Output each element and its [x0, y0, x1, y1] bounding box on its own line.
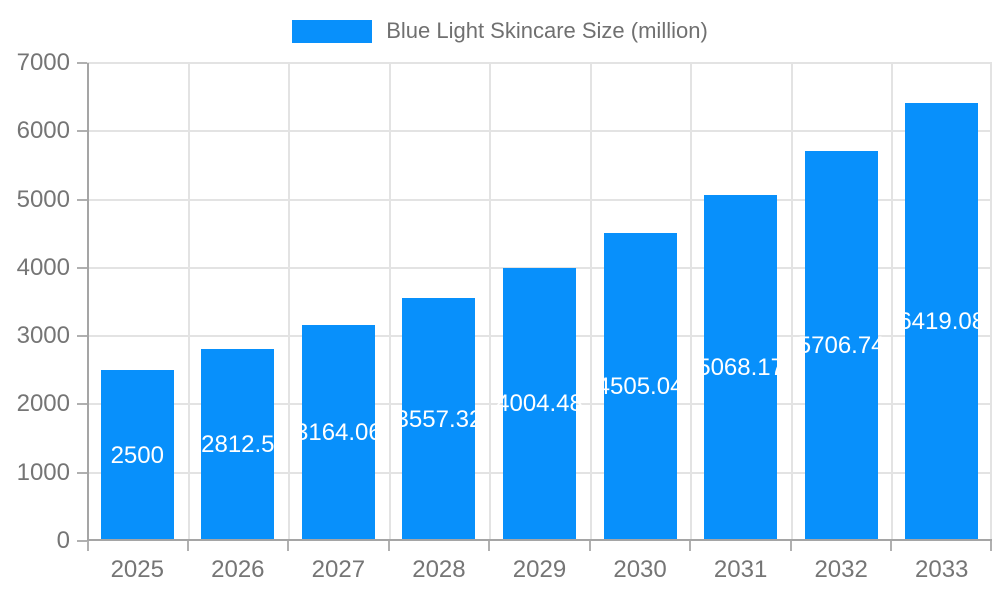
- bar-value-label: 5706.74: [797, 332, 885, 360]
- x-gridline: [589, 63, 592, 541]
- x-tick-label: 2026: [211, 556, 265, 583]
- bar-value-label: 3557.32: [395, 405, 483, 433]
- bar-2028: [402, 298, 476, 539]
- x-gridline: [187, 63, 190, 541]
- y-tick-label: 0: [56, 527, 70, 554]
- y-axis-tick: [77, 130, 87, 133]
- x-tick-label: 2028: [412, 556, 466, 583]
- x-tick-label: 2030: [613, 556, 667, 583]
- x-gridline: [990, 63, 992, 541]
- bar-2031: [704, 194, 778, 539]
- y-tick-label: 1000: [16, 458, 70, 486]
- x-axis-tick: [689, 541, 692, 551]
- bar-value-label: 6419.08: [898, 307, 986, 335]
- x-axis-labels: 2025 2026 2027 2028 2029 2030 2031 2032 2033: [87, 555, 992, 589]
- bar-value-label: 3164.06: [294, 418, 382, 446]
- y-gridline: [87, 198, 992, 201]
- x-axis-tick: [990, 541, 992, 551]
- chart-legend[interactable]: Blue Light Skincare Size (million): [0, 18, 1000, 44]
- x-gridline: [790, 63, 793, 541]
- x-axis-tick: [387, 541, 390, 551]
- x-gridline: [690, 63, 693, 541]
- x-gridline: [288, 63, 291, 541]
- y-axis-tick: [77, 266, 87, 269]
- y-tick-label: 6000: [16, 117, 70, 145]
- x-tick-label: 2031: [713, 556, 768, 583]
- x-axis-line: [87, 539, 992, 541]
- x-gridline: [388, 63, 391, 541]
- bar-2027: [301, 324, 375, 539]
- bar-value-label: 4505.04: [596, 373, 684, 401]
- bar-2033: [905, 102, 979, 539]
- plot-area: 2500 2812.5 3164.06 3557.32 4004.48 4505.04 50…: [77, 62, 992, 551]
- y-axis-line: [87, 63, 89, 541]
- y-axis-tick: [77, 335, 87, 338]
- x-tick-label: 2029: [512, 556, 567, 583]
- y-tick-label: 4000: [16, 253, 70, 281]
- x-gridline: [489, 63, 492, 541]
- y-tick-label: 5000: [16, 185, 70, 213]
- bar-2032: [804, 151, 878, 539]
- bar-2025: [100, 370, 174, 539]
- bar-value-label: 2500: [110, 441, 164, 469]
- x-tick-label: 2025: [110, 556, 164, 583]
- x-axis-tick: [287, 541, 290, 551]
- bar-value-label: 5068.17: [697, 353, 784, 381]
- x-axis-tick: [789, 541, 792, 551]
- y-tick-label: 7000: [16, 49, 70, 76]
- y-axis-tick: [77, 198, 87, 201]
- x-tick-label: 2033: [915, 556, 969, 583]
- legend-label: Blue Light Skincare Size (million): [386, 18, 708, 43]
- x-axis-tick: [488, 541, 491, 551]
- x-axis-tick: [890, 541, 893, 551]
- y-gridline: [87, 62, 992, 64]
- x-tick-label: 2027: [311, 556, 366, 583]
- y-gridline: [87, 130, 992, 133]
- y-axis-tick: [77, 403, 87, 406]
- y-axis-tick: [77, 62, 87, 64]
- legend-swatch: [292, 19, 373, 43]
- y-tick-label: 2000: [16, 390, 70, 418]
- y-tick-label: 3000: [16, 322, 70, 350]
- y-axis-tick: [77, 540, 87, 542]
- x-tick-label: 2032: [814, 556, 868, 583]
- bar-value-label: 4004.48: [496, 390, 583, 418]
- x-axis-tick: [87, 541, 89, 551]
- x-gridline: [891, 63, 894, 541]
- x-axis-tick: [588, 541, 591, 551]
- bar-2030: [603, 233, 677, 539]
- bar-value-label: 2812.5: [201, 430, 275, 458]
- y-axis-labels: 0 1000 2000 3000 4000 5000 6000 7000: [0, 49, 70, 554]
- bar-2026: [201, 348, 275, 539]
- x-axis-tick: [186, 541, 189, 551]
- y-axis-tick: [77, 471, 87, 474]
- bar-2029: [503, 267, 576, 539]
